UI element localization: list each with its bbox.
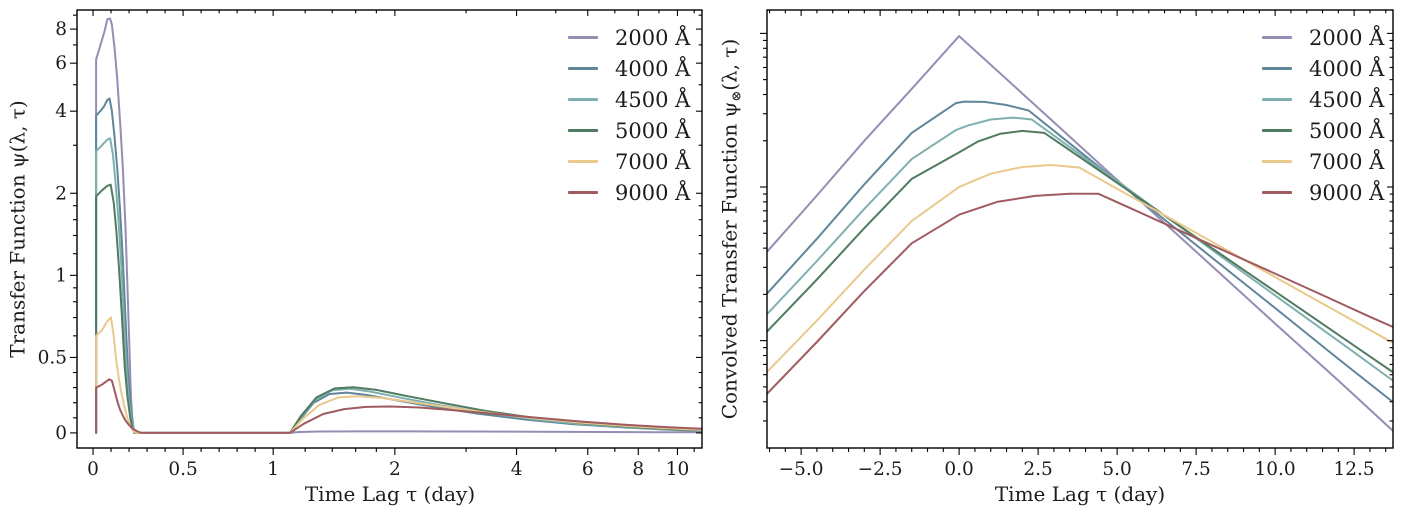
legend-item: 9000 Å xyxy=(568,177,690,208)
legend-line-swatch xyxy=(1262,160,1292,163)
series-line-7000 xyxy=(95,316,702,434)
x-tick-label: 2.5 xyxy=(1023,459,1052,480)
tick-labels: 0 0.5 1 2 4 6 8 10 0 0.5 1 2 4 6 8 xyxy=(38,19,690,480)
x-tick-label: 10 xyxy=(666,459,690,480)
legend-item: 7000 Å xyxy=(1262,146,1384,177)
x-tick-label: 10.0 xyxy=(1254,459,1295,480)
legend-label: 5000 Å xyxy=(1309,118,1385,143)
legend-label: 4000 Å xyxy=(615,56,691,81)
legend-label: 9000 Å xyxy=(615,180,691,205)
left-x-axis-label: Time Lag τ (day) xyxy=(304,482,476,506)
series-line-5000 xyxy=(767,129,1393,374)
series-line-9000 xyxy=(767,192,1393,396)
panel-right: −5.0 −2.5 0.0 2.5 5.0 7.5 10.0 12.5 xyxy=(760,9,1394,480)
series-group xyxy=(767,35,1393,433)
series-line-5000 xyxy=(95,183,702,434)
axes-spines xyxy=(76,9,703,449)
right-x-axis-label: Time Lag τ (day) xyxy=(994,482,1166,506)
legend-item: 4500 Å xyxy=(568,84,690,115)
x-tick-label: −5.0 xyxy=(779,459,824,480)
panel-left: 0 0.5 1 2 4 6 8 10 0 0.5 1 2 4 6 8 xyxy=(38,9,703,480)
legend-line-swatch xyxy=(568,160,598,163)
x-tick-label: −2.5 xyxy=(858,459,903,480)
x-tick-label: 0 xyxy=(87,459,99,480)
legend-line-swatch xyxy=(1262,67,1292,70)
series-line-9000 xyxy=(95,378,702,434)
x-tick-label: 12.5 xyxy=(1333,459,1374,480)
series-line-7000 xyxy=(767,164,1393,374)
series-group xyxy=(95,17,702,434)
legend-line-swatch xyxy=(1262,191,1292,194)
x-tick-label: 2 xyxy=(389,459,401,480)
legend-line-swatch xyxy=(1262,36,1292,39)
axis-ticks xyxy=(760,10,1393,455)
y-tick-label: 4 xyxy=(55,101,67,122)
legend-item: 4000 Å xyxy=(568,53,690,84)
legend-item: 4500 Å xyxy=(1262,84,1384,115)
legend-item: 2000 Å xyxy=(568,22,690,53)
x-tick-label: 5.0 xyxy=(1102,459,1131,480)
legend-item: 2000 Å xyxy=(1262,22,1384,53)
legend-right-panel: 2000 Å 4000 Å 4500 Å 5000 Å 7000 Å 9000 … xyxy=(1262,22,1384,208)
y-tick-label: 8 xyxy=(55,19,67,40)
legend-item: 5000 Å xyxy=(1262,115,1384,146)
legend-line-swatch xyxy=(1262,129,1292,132)
x-tick-label: 7.5 xyxy=(1181,459,1210,480)
legend-line-swatch xyxy=(568,129,598,132)
series-line-2000 xyxy=(767,35,1393,433)
legend-line-swatch xyxy=(568,98,598,101)
legend-line-swatch xyxy=(1262,98,1292,101)
left-y-axis-label: Transfer Function ψ(λ, τ) xyxy=(5,100,30,358)
legend-label: 9000 Å xyxy=(1309,180,1385,205)
legend-item: 9000 Å xyxy=(1262,177,1384,208)
legend-label: 2000 Å xyxy=(615,25,691,50)
y-tick-label: 6 xyxy=(55,53,67,74)
legend-item: 5000 Å xyxy=(568,115,690,146)
x-tick-label: 6 xyxy=(582,459,594,480)
legend-label: 2000 Å xyxy=(1309,25,1385,50)
series-line-4500 xyxy=(767,116,1393,382)
legend-item: 7000 Å xyxy=(568,146,690,177)
series-line-4000 xyxy=(767,100,1393,404)
axis-ticks xyxy=(70,10,702,455)
legend-label: 4000 Å xyxy=(1309,56,1385,81)
y-tick-label: 0 xyxy=(55,423,67,444)
tick-labels: −5.0 −2.5 0.0 2.5 5.0 7.5 10.0 12.5 xyxy=(779,459,1375,480)
x-tick-label: 8 xyxy=(632,459,644,480)
series-line-2000 xyxy=(95,17,702,434)
y-tick-label: 1 xyxy=(55,265,67,286)
y-tick-label: 0.5 xyxy=(38,347,67,368)
x-tick-label: 1 xyxy=(267,459,279,480)
legend-line-swatch xyxy=(568,36,598,39)
axes-spines xyxy=(766,9,1394,449)
legend-label: 7000 Å xyxy=(1309,149,1385,174)
legend-label: 7000 Å xyxy=(615,149,691,174)
legend-line-swatch xyxy=(568,67,598,70)
legend-label: 4500 Å xyxy=(615,87,691,112)
x-tick-label: 0.0 xyxy=(944,459,973,480)
legend-left-panel: 2000 Å 4000 Å 4500 Å 5000 Å 7000 Å 9000 … xyxy=(568,22,690,208)
legend-label: 5000 Å xyxy=(615,118,691,143)
x-tick-label: 0.5 xyxy=(168,459,197,480)
legend-label: 4500 Å xyxy=(1309,87,1385,112)
right-y-axis-label: Convolved Transfer Function ψ⊗(λ, τ) xyxy=(717,38,745,420)
y-tick-label: 2 xyxy=(55,183,67,204)
x-tick-label: 4 xyxy=(511,459,523,480)
legend-line-swatch xyxy=(568,191,598,194)
legend-item: 4000 Å xyxy=(1262,53,1384,84)
